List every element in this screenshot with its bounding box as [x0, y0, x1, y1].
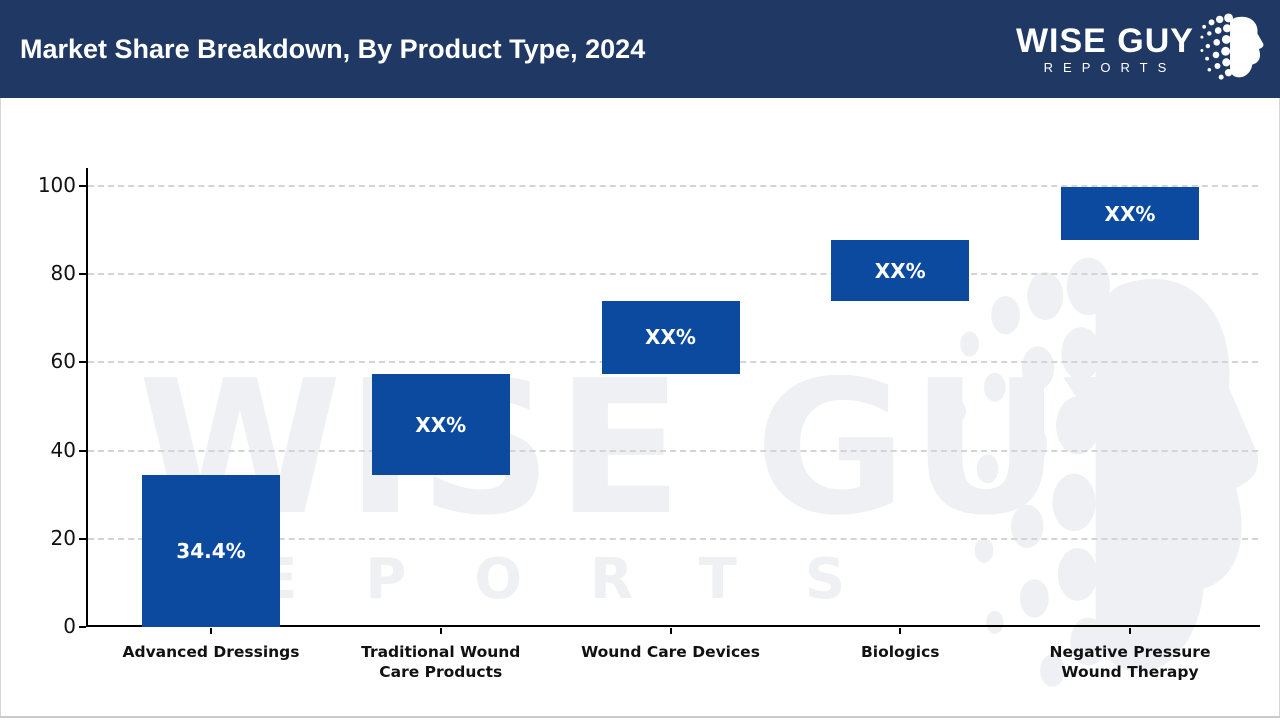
gridline-100: [88, 185, 1258, 187]
y-tick-mark: [79, 361, 86, 364]
y-tick-mark: [79, 537, 86, 540]
bar-traditional-wound-care-products: XX%: [371, 373, 510, 476]
logo-subtitle: REPORTS: [1043, 60, 1177, 75]
bottom-border: [0, 716, 1280, 718]
x-axis-line: [86, 625, 1260, 627]
x-tick-label-line: Wound Care Devices: [581, 643, 760, 661]
bar-value-label: XX%: [1104, 201, 1156, 226]
header-bar: Market Share Breakdown, By Product Type,…: [0, 0, 1280, 98]
x-tick-label-line: Wound Therapy: [1061, 663, 1199, 681]
x-tick-label-wound-care-devices: Wound Care Devices: [551, 642, 791, 662]
gridline-40: [88, 449, 1258, 452]
y-tick-label: 100: [37, 173, 76, 197]
x-tick-label-line: Care Products: [379, 663, 503, 681]
y-tick-label: 20: [50, 525, 76, 550]
x-tick-mark: [899, 628, 902, 634]
watermark-head-icon: [951, 257, 1259, 687]
x-tick-label-line: Traditional Wound: [361, 643, 521, 661]
x-tick-label-line: Negative Pressure: [1049, 643, 1211, 661]
bar-wound-care-devices: XX%: [601, 301, 740, 374]
x-tick-mark: [210, 628, 212, 634]
y-tick-mark: [79, 449, 86, 452]
y-tick-mark: [79, 626, 86, 628]
y-tick-mark: [79, 185, 86, 187]
y-tick-label: 40: [50, 437, 76, 462]
logo-wordmark: WISE GUY: [1015, 22, 1194, 60]
x-tick-mark: [669, 628, 672, 634]
x-tick-label-advanced-dressings: Advanced Dressings: [91, 642, 331, 662]
page-title: Market Share Breakdown, By Product Type,…: [20, 34, 646, 64]
bar-biologics: XX%: [831, 240, 970, 302]
x-tick-label-line: Advanced Dressings: [122, 643, 300, 661]
y-tick-label: 80: [50, 261, 76, 286]
wiseguy-logo: WISE GUY REPORTS: [1016, 2, 1270, 96]
x-tick-label-negative-pressure-wound-therapy: Negative Pressure Wound Therapy: [1010, 642, 1250, 682]
y-axis-line: [86, 168, 88, 627]
bar-value-label: 34.4%: [176, 539, 246, 564]
logo-head-icon: [1200, 13, 1264, 80]
bar-value-label: XX%: [645, 325, 696, 350]
x-tick-label-line: Biologics: [860, 643, 940, 661]
left-border: [0, 98, 1, 718]
y-tick-label: 60: [50, 349, 76, 374]
bar-advanced-dressings: 34.4%: [142, 475, 280, 627]
gridline-80: [88, 273, 1258, 276]
gridline-20: [88, 537, 1258, 540]
x-tick-label-traditional-wound-care-products: Traditional Wound Care Products: [321, 642, 561, 682]
x-tick-mark: [439, 628, 442, 634]
x-tick-label-biologics: Biologics: [780, 642, 1020, 662]
y-tick-label: 0: [63, 614, 76, 638]
bar-value-label: XX%: [415, 412, 467, 437]
bar-negative-pressure-wound-therapy: XX%: [1061, 186, 1199, 241]
x-tick-mark: [1129, 628, 1131, 634]
bar-value-label: XX%: [874, 258, 926, 283]
y-tick-mark: [79, 273, 86, 276]
